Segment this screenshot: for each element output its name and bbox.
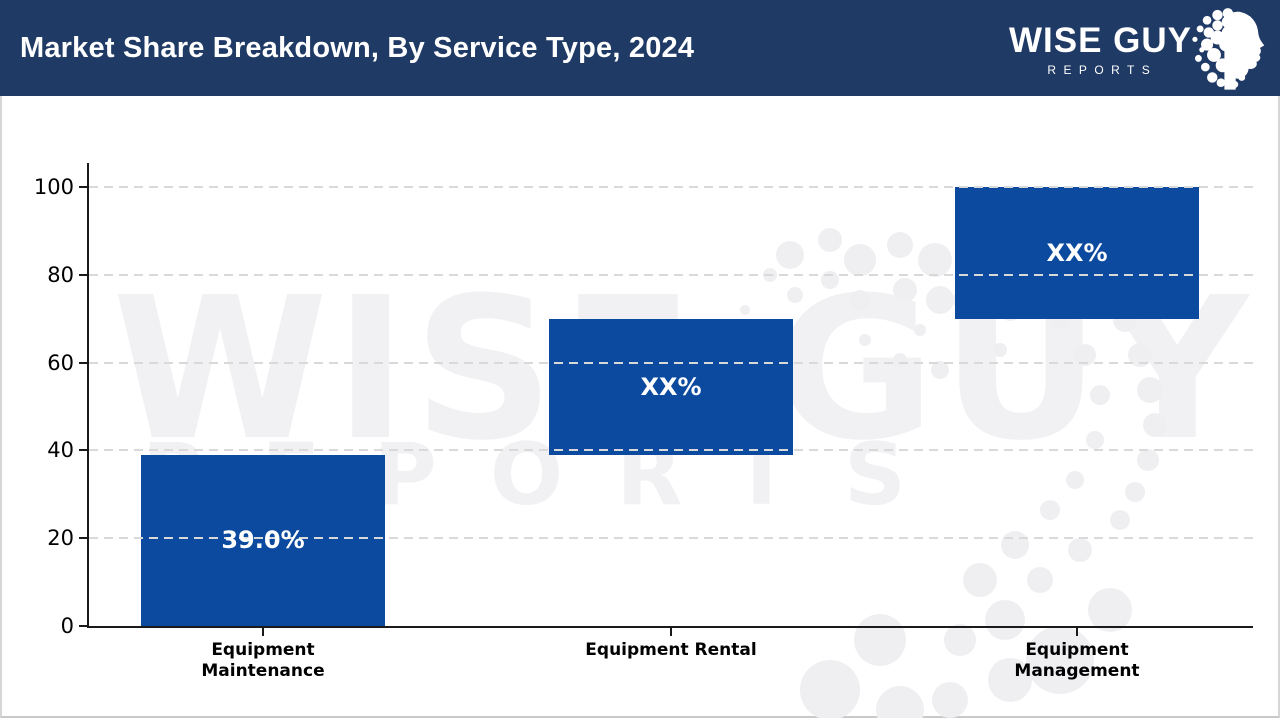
category-label-1: Equipment Maintenance: [201, 640, 325, 681]
y-tick-label-20: 20: [47, 526, 74, 551]
wiseguy-logo: WISE GUY REPORTS: [1009, 6, 1266, 90]
bar-value-label: XX%: [640, 372, 702, 401]
y-tickmark-100: [79, 186, 87, 188]
y-tickmark-80: [79, 273, 87, 276]
bar-segment: [141, 454, 385, 626]
chart-frame: [0, 96, 1280, 718]
x-tickmark-1: [262, 628, 264, 636]
x-axis-line: [87, 626, 1253, 628]
bar-segment: [955, 187, 1199, 319]
gridline-20: [89, 537, 1253, 540]
gridline-60: [89, 361, 1253, 364]
wiseguy-face-icon: [1192, 8, 1265, 90]
y-tick-label-80: 80: [47, 262, 74, 287]
y-tick-label-40: 40: [47, 438, 74, 463]
y-tickmark-60: [79, 361, 87, 364]
y-tick-label-100: 100: [33, 175, 74, 199]
y-axis-line: [87, 163, 89, 628]
y-tick-label-60: 60: [47, 350, 74, 375]
x-tickmark-2: [670, 628, 672, 636]
y-tickmark-0: [79, 625, 87, 627]
bar-value-label: 39.0%: [221, 526, 305, 555]
category-label-3: Equipment Management: [1014, 640, 1140, 681]
page-title: Market Share Breakdown, By Service Type,…: [20, 31, 695, 64]
bar-segment: [549, 318, 793, 455]
logo-wordmark-line2: REPORTS: [1047, 63, 1158, 77]
gridline-80: [89, 273, 1253, 276]
y-tick-label-0: 0: [60, 614, 74, 638]
y-tickmark-20: [79, 537, 87, 540]
category-label-2: Equipment Rental: [585, 640, 757, 660]
gridline-100: [89, 186, 1253, 188]
y-tickmark-40: [79, 449, 87, 452]
logo-wordmark-line1: WISE GUY: [1008, 21, 1192, 60]
x-tickmark-3: [1076, 628, 1078, 636]
gridline-40: [89, 449, 1253, 452]
bar-value-label: XX%: [1046, 238, 1108, 267]
header-bar: Market Share Breakdown, By Service Type,…: [0, 0, 1280, 96]
logo-wordmark: WISE GUY REPORTS: [1009, 23, 1192, 77]
